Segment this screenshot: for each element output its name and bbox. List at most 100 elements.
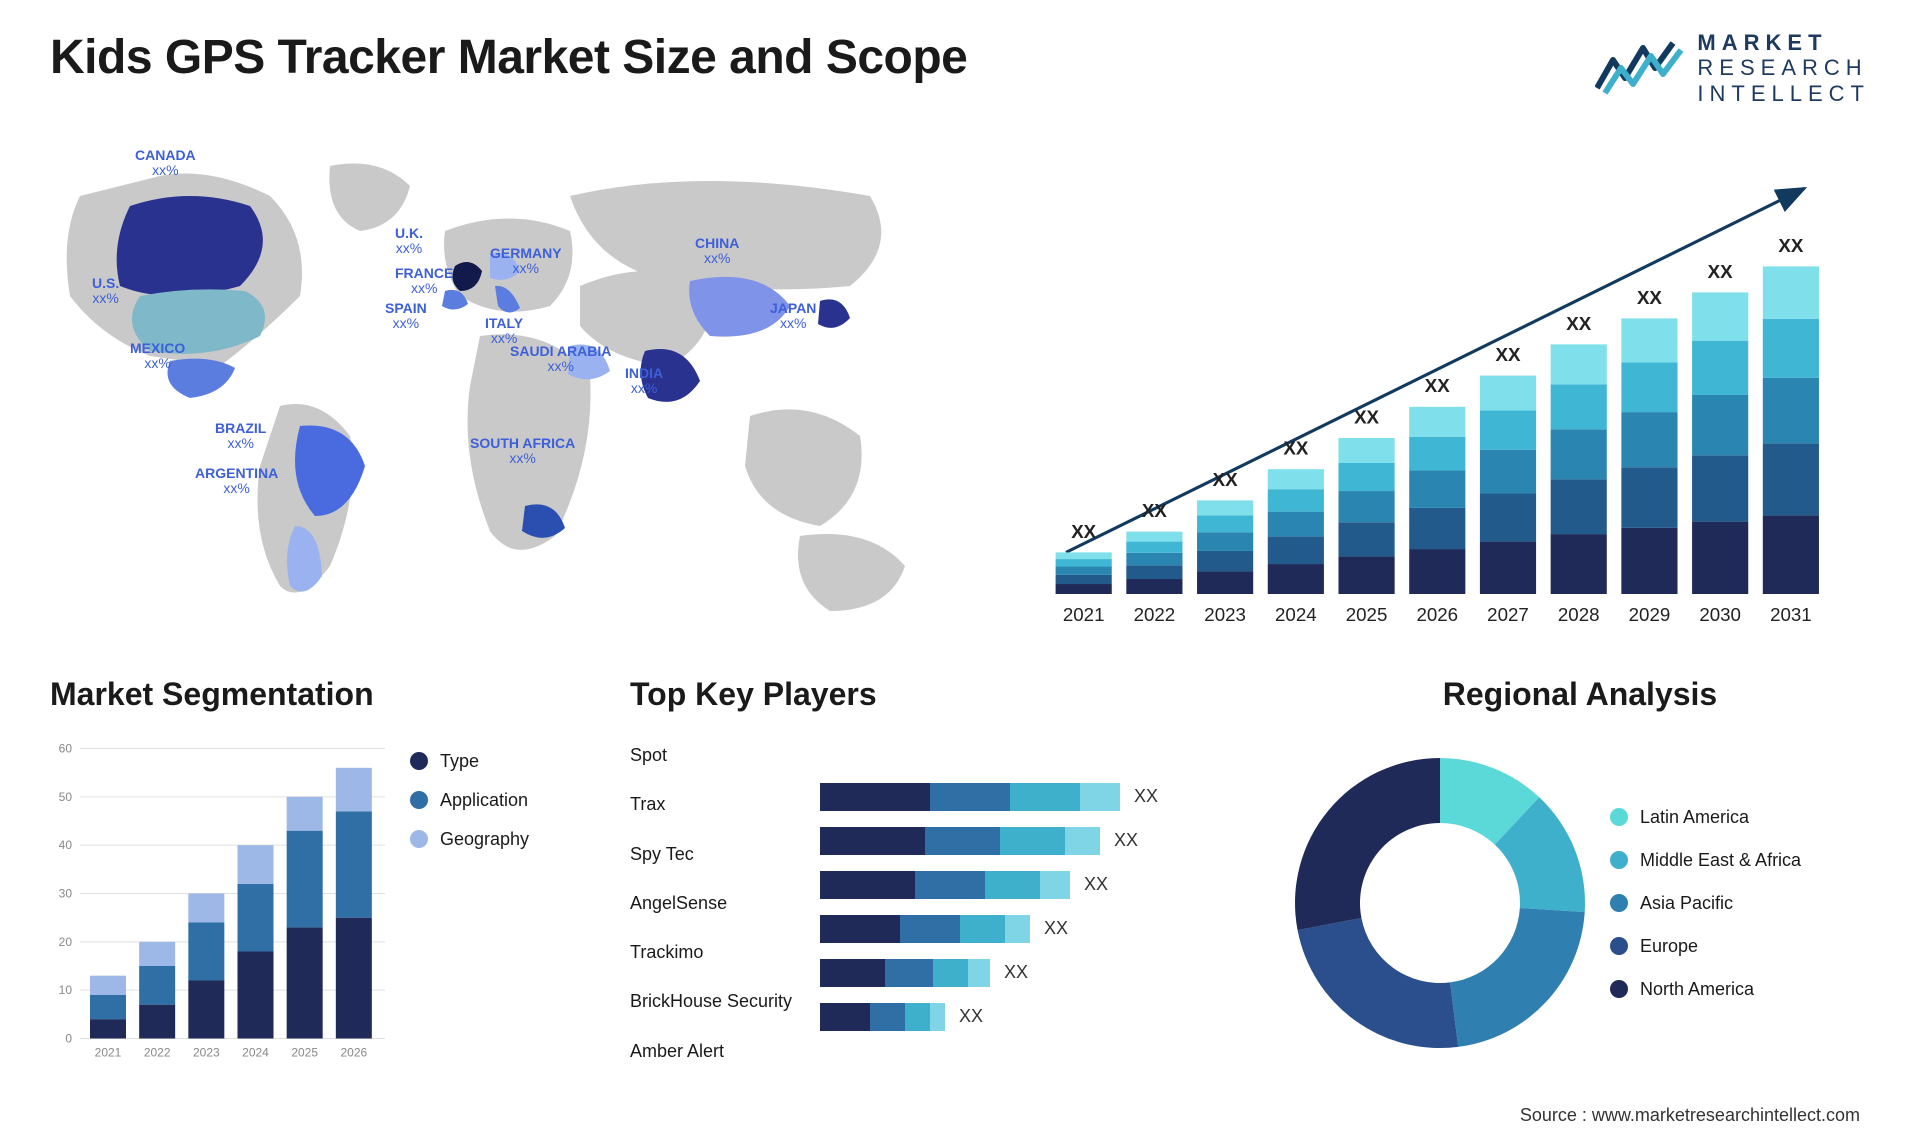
brand-logo: MARKET RESEARCH INTELLECT bbox=[1595, 30, 1870, 106]
legend-dot-icon bbox=[1610, 980, 1628, 998]
player-name: AngelSense bbox=[630, 881, 820, 925]
segmentation-panel: Market Segmentation 01020304050602021202… bbox=[50, 676, 610, 1076]
legend-dot-icon bbox=[410, 752, 428, 770]
map-label: JAPANxx% bbox=[770, 301, 816, 332]
legend-item: Geography bbox=[410, 829, 529, 850]
map-label: GERMANYxx% bbox=[490, 246, 562, 277]
players-title: Top Key Players bbox=[630, 676, 1270, 713]
svg-text:2022: 2022 bbox=[1134, 604, 1176, 625]
players-panel: Top Key Players SpotTraxSpy TecAngelSens… bbox=[630, 676, 1270, 1076]
map-label: SAUDI ARABIAxx% bbox=[510, 344, 611, 375]
legend-label: Type bbox=[440, 751, 479, 772]
legend-label: Application bbox=[440, 790, 528, 811]
legend-item: North America bbox=[1610, 979, 1801, 1000]
svg-text:2031: 2031 bbox=[1770, 604, 1812, 625]
logo-icon bbox=[1595, 38, 1685, 98]
player-name: Trackimo bbox=[630, 931, 820, 975]
svg-text:40: 40 bbox=[59, 838, 73, 852]
player-bar-segment bbox=[925, 827, 1000, 855]
segmentation-chart: 0102030405060202120222023202420252026 bbox=[50, 731, 390, 1076]
player-bar: XX bbox=[820, 871, 1108, 899]
player-bar-segment bbox=[820, 959, 885, 987]
player-bar: XX bbox=[820, 827, 1138, 855]
svg-text:XX: XX bbox=[1283, 438, 1308, 459]
player-name: BrickHouse Security bbox=[630, 980, 820, 1024]
map-label: SPAINxx% bbox=[385, 301, 427, 332]
player-bar-segment bbox=[933, 959, 968, 987]
map-label: ARGENTINAxx% bbox=[195, 466, 278, 497]
player-bar: XX bbox=[820, 959, 1028, 987]
svg-text:2024: 2024 bbox=[242, 1045, 269, 1059]
map-label: INDIAxx% bbox=[625, 366, 663, 397]
map-label: U.S.xx% bbox=[92, 276, 119, 307]
region-panel: Regional Analysis Latin America Middle Ea… bbox=[1290, 676, 1870, 1076]
player-bar-segment bbox=[960, 915, 1005, 943]
svg-text:XX: XX bbox=[1213, 469, 1238, 490]
world-map-panel: CANADAxx% U.S.xx% MEXICOxx% BRAZILxx% ARGENT… bbox=[50, 126, 950, 646]
map-label: SOUTH AFRICAxx% bbox=[470, 436, 575, 467]
growth-chart: XX 2021 XX 2022 XX 2023 XX 2024 XX 2025 XX 2026 XX 20… bbox=[990, 126, 1870, 646]
legend-item: Europe bbox=[1610, 936, 1801, 957]
player-bar-segment bbox=[1080, 783, 1120, 811]
svg-text:XX: XX bbox=[1778, 235, 1803, 256]
svg-text:XX: XX bbox=[1566, 313, 1591, 334]
player-bar-segment bbox=[930, 783, 1010, 811]
legend-item: Latin America bbox=[1610, 807, 1801, 828]
region-donut bbox=[1290, 753, 1590, 1053]
player-bar-segment bbox=[1065, 827, 1100, 855]
svg-text:2026: 2026 bbox=[1416, 604, 1458, 625]
map-label: BRAZILxx% bbox=[215, 421, 266, 452]
player-value: XX bbox=[1114, 830, 1138, 851]
player-bar: XX bbox=[820, 783, 1158, 811]
svg-text:20: 20 bbox=[59, 935, 73, 949]
player-bar-segment bbox=[968, 959, 990, 987]
player-value: XX bbox=[1084, 874, 1108, 895]
region-title: Regional Analysis bbox=[1290, 676, 1870, 713]
map-label: FRANCExx% bbox=[395, 266, 453, 297]
player-bar-segment bbox=[870, 1003, 905, 1031]
logo-text: MARKET RESEARCH INTELLECT bbox=[1697, 30, 1870, 106]
player-bar-segment bbox=[985, 871, 1040, 899]
svg-text:30: 30 bbox=[59, 886, 73, 900]
player-bar: XX bbox=[820, 1003, 983, 1031]
svg-text:2026: 2026 bbox=[340, 1045, 367, 1059]
svg-text:XX: XX bbox=[1142, 500, 1167, 521]
svg-text:2024: 2024 bbox=[1275, 604, 1317, 625]
svg-text:2023: 2023 bbox=[1204, 604, 1246, 625]
map-label: CANADAxx% bbox=[135, 148, 196, 179]
svg-text:2025: 2025 bbox=[1346, 604, 1388, 625]
svg-text:XX: XX bbox=[1071, 521, 1096, 542]
players-body: SpotTraxSpy TecAngelSenseTrackimoBrickHo… bbox=[630, 731, 1270, 1076]
svg-text:2029: 2029 bbox=[1629, 604, 1671, 625]
legend-label: Asia Pacific bbox=[1640, 893, 1733, 914]
player-bar-segment bbox=[1040, 871, 1070, 899]
svg-text:2027: 2027 bbox=[1487, 604, 1529, 625]
legend-dot-icon bbox=[1610, 808, 1628, 826]
legend-item: Middle East & Africa bbox=[1610, 850, 1801, 871]
svg-text:50: 50 bbox=[59, 790, 73, 804]
svg-text:0: 0 bbox=[65, 1031, 72, 1045]
player-bar-segment bbox=[1005, 915, 1030, 943]
legend-item: Asia Pacific bbox=[1610, 893, 1801, 914]
player-bar-segment bbox=[885, 959, 933, 987]
player-bar-segment bbox=[915, 871, 985, 899]
legend-dot-icon bbox=[1610, 894, 1628, 912]
player-bar-segment bbox=[930, 1003, 945, 1031]
player-bar-segment bbox=[820, 783, 930, 811]
player-bar-segment bbox=[900, 915, 960, 943]
player-bar-segment bbox=[820, 1003, 870, 1031]
legend-dot-icon bbox=[1610, 851, 1628, 869]
player-value: XX bbox=[959, 1006, 983, 1027]
svg-text:2021: 2021 bbox=[1063, 604, 1105, 625]
source-label: Source : www.marketresearchintellect.com bbox=[1520, 1105, 1860, 1126]
svg-text:10: 10 bbox=[59, 983, 73, 997]
svg-text:2022: 2022 bbox=[144, 1045, 171, 1059]
page-title: Kids GPS Tracker Market Size and Scope bbox=[50, 30, 967, 85]
svg-text:2025: 2025 bbox=[291, 1045, 318, 1059]
legend-dot-icon bbox=[410, 830, 428, 848]
svg-text:XX: XX bbox=[1708, 261, 1733, 282]
legend-dot-icon bbox=[410, 791, 428, 809]
map-label: MEXICOxx% bbox=[130, 341, 185, 372]
map-japan bbox=[818, 299, 850, 327]
map-label: CHINAxx% bbox=[695, 236, 739, 267]
